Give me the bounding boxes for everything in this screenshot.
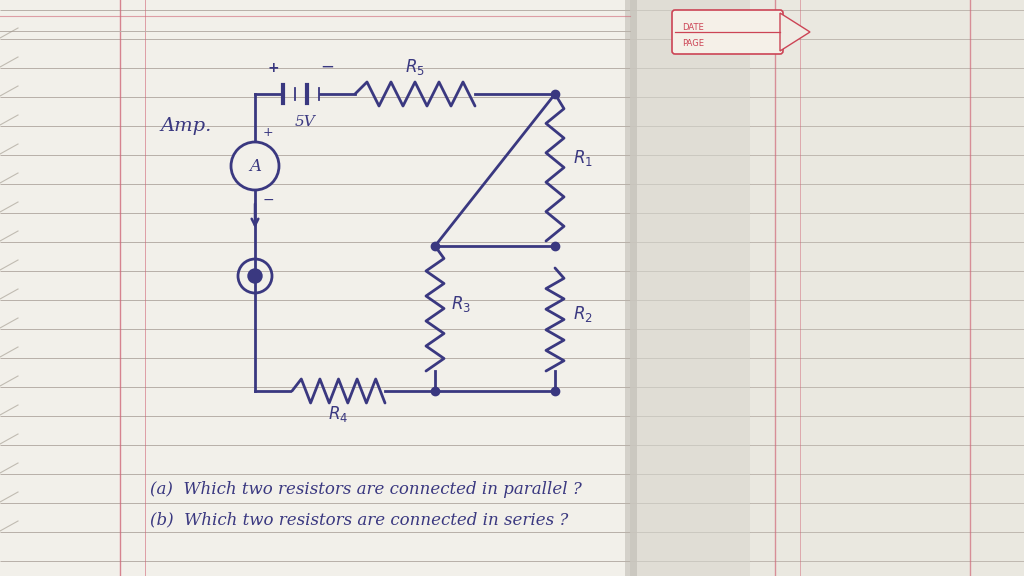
Polygon shape	[780, 13, 810, 51]
Bar	[0, 0, 630, 576]
Text: DATE: DATE	[682, 22, 703, 32]
Text: +: +	[267, 61, 279, 75]
FancyBboxPatch shape	[672, 10, 783, 54]
Circle shape	[248, 269, 262, 283]
Text: (b)  Which two resistors are connected in series ?: (b) Which two resistors are connected in…	[150, 511, 568, 528]
Text: A: A	[249, 157, 261, 175]
Text: −: −	[321, 58, 334, 76]
Text: PAGE: PAGE	[682, 40, 705, 48]
Text: $R_5$: $R_5$	[406, 57, 425, 77]
Text: $R_4$: $R_4$	[328, 404, 348, 424]
Text: Amp.: Amp.	[160, 117, 211, 135]
Bar	[750, 0, 1024, 576]
Text: −: −	[263, 193, 274, 207]
Text: $R_2$: $R_2$	[573, 305, 593, 324]
Bar	[625, 0, 637, 576]
Text: +: +	[263, 126, 273, 139]
Bar	[630, 0, 1024, 576]
Text: (a)  Which two resistors are connected in parallel ?: (a) Which two resistors are connected in…	[150, 481, 582, 498]
Text: $R_1$: $R_1$	[573, 147, 593, 168]
Text: $R_3$: $R_3$	[451, 294, 471, 313]
Text: 5V: 5V	[295, 115, 315, 129]
Circle shape	[231, 142, 279, 190]
